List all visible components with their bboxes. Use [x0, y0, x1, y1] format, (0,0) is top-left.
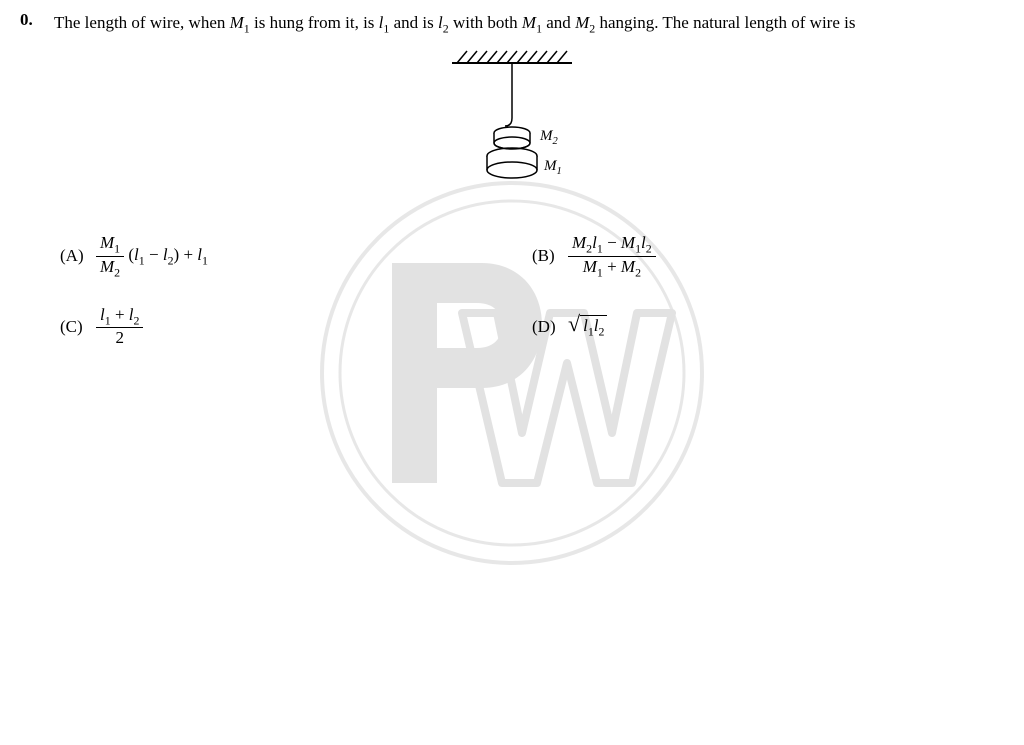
- label-sub: 1: [557, 166, 562, 177]
- spring-diagram: M2 M1: [432, 48, 592, 213]
- opt-op: +: [603, 257, 621, 276]
- qtext-var: M: [230, 13, 244, 32]
- qtext-part: and is: [389, 13, 438, 32]
- option-c-expression: l1 + l2 2: [96, 305, 143, 349]
- opt-var: M: [583, 257, 597, 276]
- opt-sub: 2: [635, 265, 641, 279]
- option-b-label: (B): [532, 246, 560, 266]
- diagram-container: M2 M1: [20, 48, 1004, 213]
- option-d-expression: √ l1l2: [568, 313, 607, 339]
- qtext-part: The length of wire, when: [54, 13, 230, 32]
- diagram-label-m2: M2: [540, 128, 558, 147]
- options-container: (A) M1 M2 (l1 − l2) + l1 (B) M2l1 − M1l2…: [60, 233, 1004, 348]
- opt-op: +: [111, 305, 129, 324]
- opt-sub: 1: [202, 254, 208, 268]
- opt-var: M: [621, 233, 635, 252]
- option-b-expression: M2l1 − M1l2 M1 + M2: [568, 233, 656, 279]
- option-a-expression: M1 M2 (l1 − l2) + l1: [96, 233, 208, 279]
- qtext-part: and: [542, 13, 575, 32]
- label-text: M: [540, 128, 553, 144]
- opt-op: +: [179, 245, 197, 264]
- option-d: (D) √ l1l2: [532, 305, 1004, 349]
- option-a: (A) M1 M2 (l1 − l2) + l1: [60, 233, 532, 279]
- option-a-label: (A): [60, 246, 88, 266]
- option-b: (B) M2l1 − M1l2 M1 + M2: [532, 233, 1004, 279]
- opt-sub: 2: [114, 265, 120, 279]
- sqrt-sign: √: [568, 313, 580, 335]
- qtext-part: hanging. The natural length of wire is: [595, 13, 855, 32]
- opt-den: 2: [96, 328, 143, 348]
- opt-op: −: [145, 245, 163, 264]
- question-row: 0. The length of wire, when M1 is hung f…: [20, 10, 1004, 38]
- question-text: The length of wire, when M1 is hung from…: [54, 10, 1004, 38]
- option-c-label: (C): [60, 317, 88, 337]
- opt-var: M: [621, 257, 635, 276]
- opt-sub: 2: [646, 242, 652, 256]
- opt-var: M: [100, 257, 114, 276]
- question-content: 0. The length of wire, when M1 is hung f…: [0, 0, 1024, 384]
- options-row-2: (C) l1 + l2 2 (D) √ l1l2: [60, 305, 1004, 349]
- qtext-var: M: [575, 13, 589, 32]
- opt-op: −: [603, 233, 621, 252]
- opt-sub: 1: [114, 242, 120, 256]
- opt-var: M: [572, 233, 586, 252]
- question-number: 0.: [20, 10, 44, 30]
- label-sub: 2: [553, 136, 558, 147]
- qtext-var: M: [522, 13, 536, 32]
- option-c: (C) l1 + l2 2: [60, 305, 532, 349]
- opt-sub: 2: [134, 313, 140, 327]
- label-text: M: [544, 158, 557, 174]
- diagram-label-m1: M1: [544, 158, 562, 177]
- opt-var: M: [100, 233, 114, 252]
- opt-sub: 2: [599, 325, 605, 339]
- qtext-part: with both: [449, 13, 522, 32]
- option-d-label: (D): [532, 317, 560, 337]
- qtext-part: is hung from it, is: [250, 13, 379, 32]
- options-row-1: (A) M1 M2 (l1 − l2) + l1 (B) M2l1 − M1l2…: [60, 233, 1004, 279]
